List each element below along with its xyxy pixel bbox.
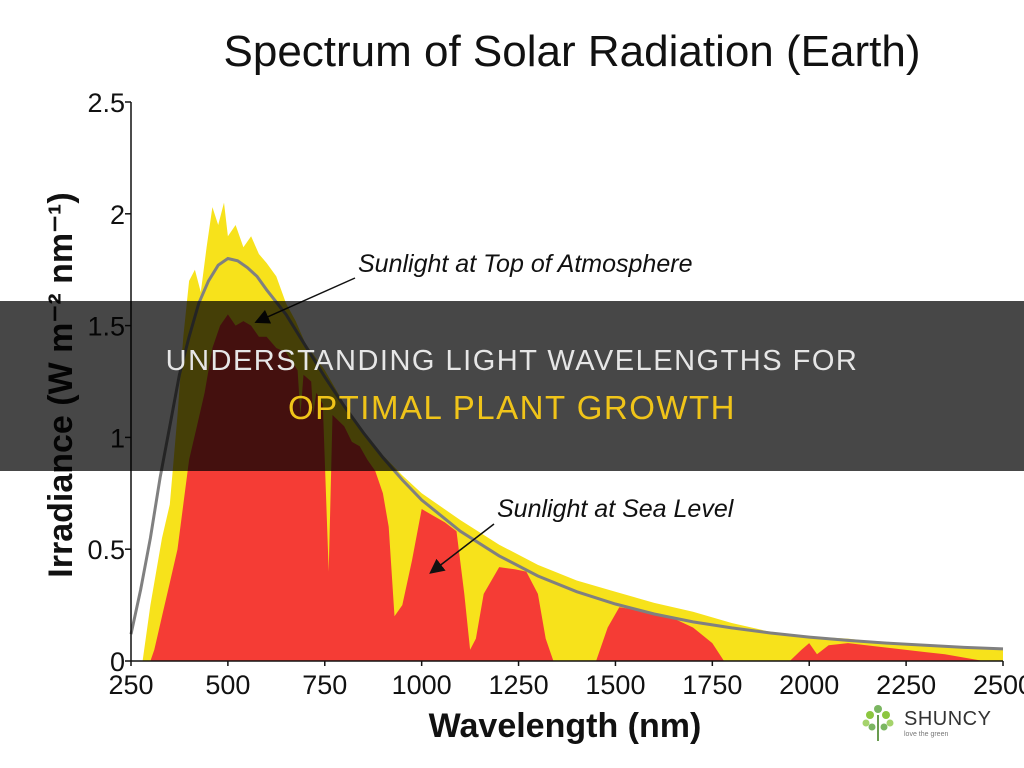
x-tick-label: 500 [205, 670, 250, 700]
annotation-arrow [429, 523, 495, 574]
banner-title-line-1: UNDERSTANDING LIGHT WAVELENGTHS FOR [165, 345, 859, 377]
annotation-label: Sunlight at Top of Atmosphere [358, 250, 692, 278]
x-tick-label: 1500 [585, 670, 645, 700]
x-tick-label: 2250 [876, 670, 936, 700]
y-tick-label: 0 [110, 647, 125, 677]
x-axis-title: Wavelength (nm) [429, 707, 702, 745]
x-tick-label: 2000 [779, 670, 839, 700]
y-tick-label: 2 [110, 200, 125, 230]
leaf-icon [862, 705, 894, 741]
x-tick-label: 1000 [392, 670, 452, 700]
y-tick-label: 0.5 [87, 535, 125, 565]
x-tick-label: 750 [302, 670, 347, 700]
annotation-label: Sunlight at Sea Level [497, 495, 735, 523]
brand-tagline: love the green [904, 731, 949, 738]
x-tick-label: 1250 [489, 670, 549, 700]
y-tick-label: 2.5 [87, 88, 125, 118]
chart-annotations: Sunlight at Top of Atmosphere Sunlight at… [254, 250, 735, 574]
x-tick-label: 250 [108, 670, 153, 700]
title-banner: UNDERSTANDING LIGHT WAVELENGTHS FOR OPTI… [0, 301, 1024, 471]
banner-title-line-2: OPTIMAL PLANT GROWTH [287, 389, 737, 426]
chart-title: Spectrum of Solar Radiation (Earth) [224, 27, 921, 76]
brand-name: SHUNCY [904, 708, 992, 730]
x-tick-label: 1750 [682, 670, 742, 700]
series-area-2 [150, 314, 984, 661]
brand-logo[interactable]: SHUNCY love the green [858, 700, 998, 746]
